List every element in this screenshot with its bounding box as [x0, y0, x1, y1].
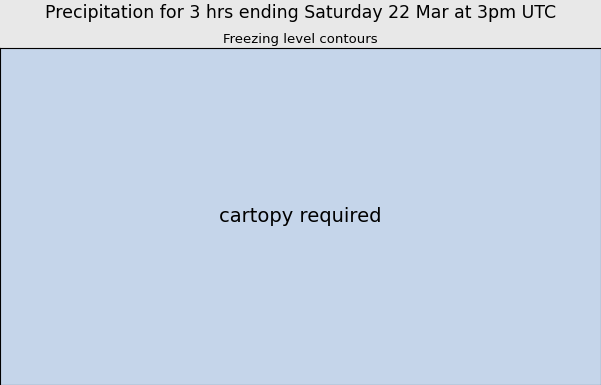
Text: Freezing level contours: Freezing level contours — [223, 33, 378, 46]
Text: Precipitation for 3 hrs ending Saturday 22 Mar at 3pm UTC: Precipitation for 3 hrs ending Saturday … — [45, 5, 556, 22]
Text: cartopy required: cartopy required — [219, 207, 382, 226]
